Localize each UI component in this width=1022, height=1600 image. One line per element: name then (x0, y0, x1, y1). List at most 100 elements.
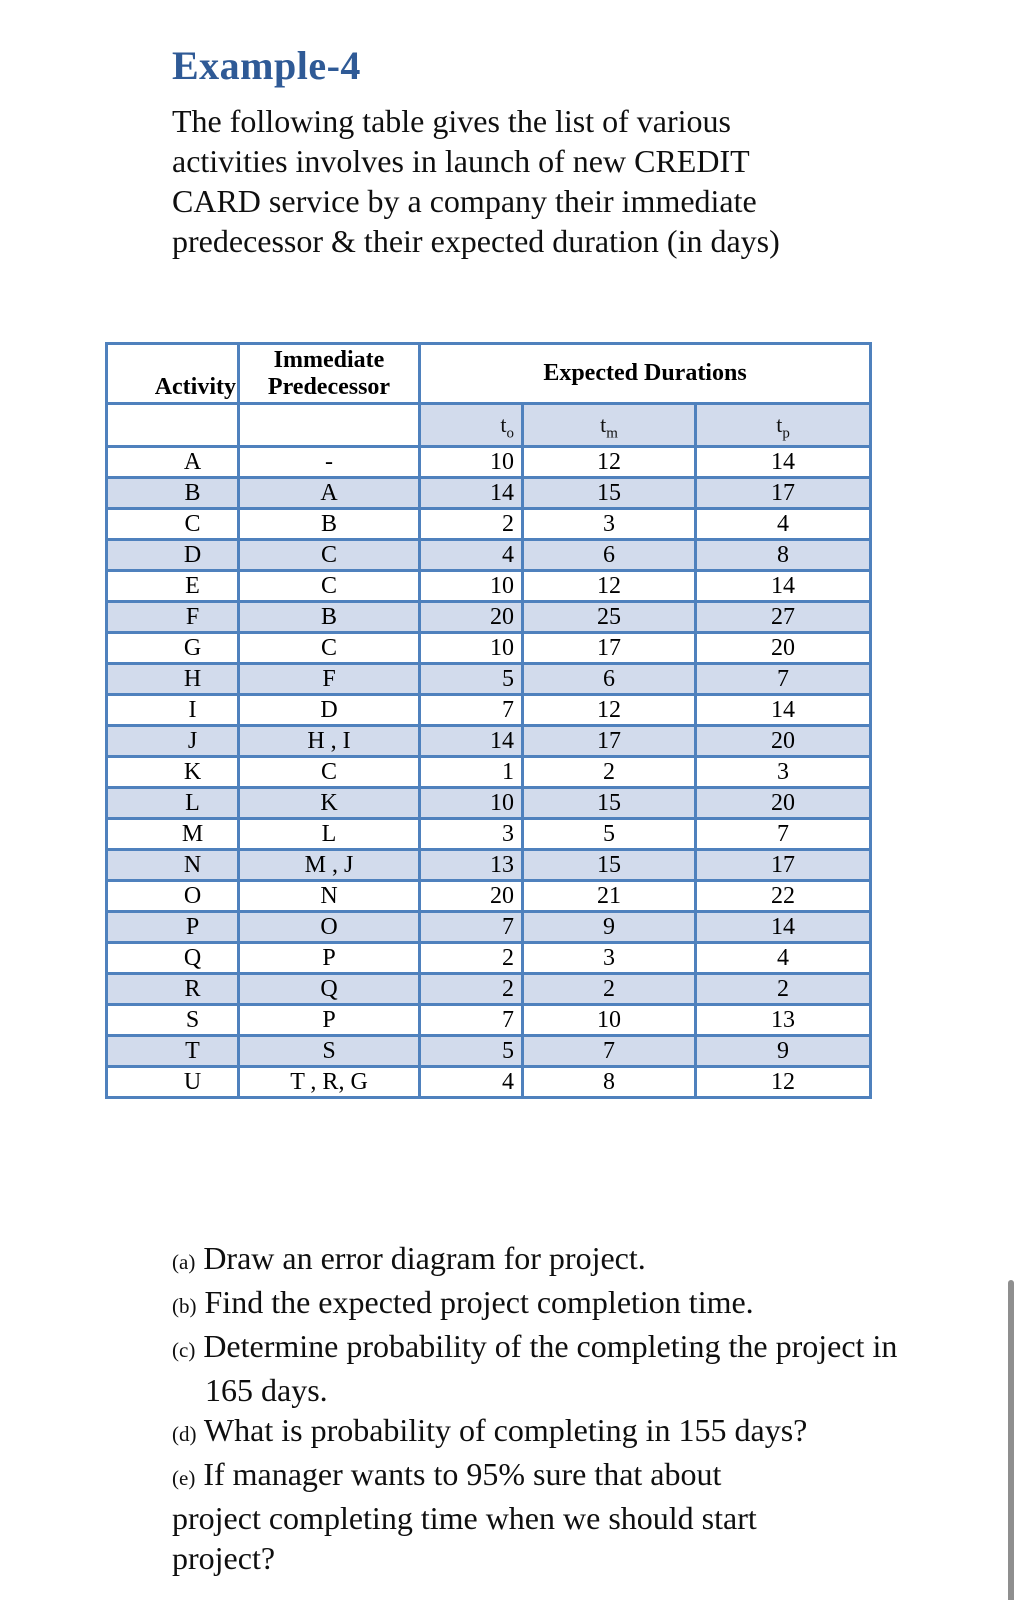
tm-cell: 6 (521, 538, 697, 572)
tm-cell: 8 (521, 1065, 697, 1099)
table-row: B A 14 15 17 (105, 476, 872, 510)
table-row: U T , R, G 4 8 12 (105, 1065, 872, 1099)
tm-cell: 15 (521, 476, 697, 510)
predecessor-cell: L (237, 817, 421, 851)
to-cell: 10 (418, 631, 524, 665)
to-cell: 13 (418, 848, 524, 882)
tm-symbol: t (600, 412, 607, 437)
activity-cell: O (105, 879, 240, 913)
tp-cell: 14 (694, 445, 872, 479)
table-row: L K 10 15 20 (105, 786, 872, 820)
table-row: H F 5 6 7 (105, 662, 872, 696)
predecessor-cell: N (237, 879, 421, 913)
to-cell: 2 (418, 972, 524, 1006)
to-cell: 4 (418, 1065, 524, 1099)
question-text: 165 days. (205, 1372, 328, 1408)
tm-cell: 3 (521, 941, 697, 975)
to-cell: 20 (418, 600, 524, 634)
activity-cell: S (105, 1003, 240, 1037)
table-row: P O 7 9 14 (105, 910, 872, 944)
to-cell: 2 (418, 941, 524, 975)
table-subheader-row: to tm tp (105, 402, 872, 448)
to-subscript: o (506, 425, 514, 442)
tp-cell: 4 (694, 941, 872, 975)
intro-paragraph: The following table gives the list of va… (172, 101, 780, 261)
table-row: O N 20 21 22 (105, 879, 872, 913)
activity-cell: N (105, 848, 240, 882)
to-cell: 4 (418, 538, 524, 572)
predecessor-cell: C (237, 631, 421, 665)
col-header-tp: tp (694, 402, 872, 448)
activity-cell: J (105, 724, 240, 758)
table-row: J H , I 14 17 20 (105, 724, 872, 758)
predecessor-cell: F (237, 662, 421, 696)
activity-cell: R (105, 972, 240, 1006)
activity-table: Activity Immediate Predecessor Expected … (105, 342, 872, 1099)
col-header-expected-durations: Expected Durations (418, 342, 872, 405)
question-e-continuation: project completing time when we should s… (172, 1498, 972, 1538)
tp-cell: 13 (694, 1003, 872, 1037)
tp-cell: 12 (694, 1065, 872, 1099)
blank-cell (237, 402, 421, 448)
question-label: (c) (172, 1338, 196, 1362)
tm-cell: 5 (521, 817, 697, 851)
predecessor-cell: A (237, 476, 421, 510)
predecessor-cell: C (237, 538, 421, 572)
tp-cell: 8 (694, 538, 872, 572)
intro-line: The following table gives the list of va… (172, 103, 731, 139)
tp-subscript: p (782, 425, 790, 442)
table-row: T S 5 7 9 (105, 1034, 872, 1068)
tm-cell: 10 (521, 1003, 697, 1037)
tp-cell: 20 (694, 786, 872, 820)
scrollbar-thumb[interactable] (1008, 1280, 1014, 1600)
question-c: (c) Determine probability of the complet… (172, 1326, 972, 1370)
predecessor-cell: P (237, 1003, 421, 1037)
tp-cell: 7 (694, 817, 872, 851)
tm-cell: 3 (521, 507, 697, 541)
to-cell: 14 (418, 724, 524, 758)
to-cell: 10 (418, 786, 524, 820)
question-c-continuation: 165 days. (172, 1370, 972, 1410)
tp-cell: 14 (694, 910, 872, 944)
col-header-to: to (418, 402, 524, 448)
activity-cell: A (105, 445, 240, 479)
table-row: A - 10 12 14 (105, 445, 872, 479)
questions-list: (a) Draw an error diagram for project. (… (172, 1238, 972, 1578)
to-cell: 5 (418, 1034, 524, 1068)
predecessor-cell: O (237, 910, 421, 944)
tm-cell: 21 (521, 879, 697, 913)
question-e: (e) If manager wants to 95% sure that ab… (172, 1454, 972, 1498)
activity-cell: P (105, 910, 240, 944)
table-row: C B 2 3 4 (105, 507, 872, 541)
question-a: (a) Draw an error diagram for project. (172, 1238, 972, 1282)
question-text: Find the expected project completion tim… (204, 1284, 754, 1320)
question-text: Determine probability of the completing … (203, 1328, 898, 1364)
to-cell: 10 (418, 445, 524, 479)
tp-cell: 20 (694, 631, 872, 665)
predecessor-cell: P (237, 941, 421, 975)
tm-cell: 12 (521, 569, 697, 603)
tm-cell: 2 (521, 972, 697, 1006)
table-row: I D 7 12 14 (105, 693, 872, 727)
predecessor-cell: K (237, 786, 421, 820)
tm-cell: 17 (521, 631, 697, 665)
blank-cell (105, 402, 240, 448)
tp-cell: 17 (694, 848, 872, 882)
tp-cell: 14 (694, 569, 872, 603)
predecessor-cell: H , I (237, 724, 421, 758)
to-cell: 3 (418, 817, 524, 851)
table-row: E C 10 12 14 (105, 569, 872, 603)
question-text: If manager wants to 95% sure that about (203, 1456, 722, 1492)
table-row: M L 3 5 7 (105, 817, 872, 851)
tm-cell: 12 (521, 693, 697, 727)
predecessor-cell: Q (237, 972, 421, 1006)
activity-cell: I (105, 693, 240, 727)
question-d: (d) What is probability of completing in… (172, 1410, 972, 1454)
activity-cell: B (105, 476, 240, 510)
tp-cell: 3 (694, 755, 872, 789)
activity-cell: L (105, 786, 240, 820)
activity-cell: D (105, 538, 240, 572)
question-text: project completing time when we should s… (172, 1500, 757, 1536)
question-b: (b) Find the expected project completion… (172, 1282, 972, 1326)
question-label: (b) (172, 1294, 197, 1318)
